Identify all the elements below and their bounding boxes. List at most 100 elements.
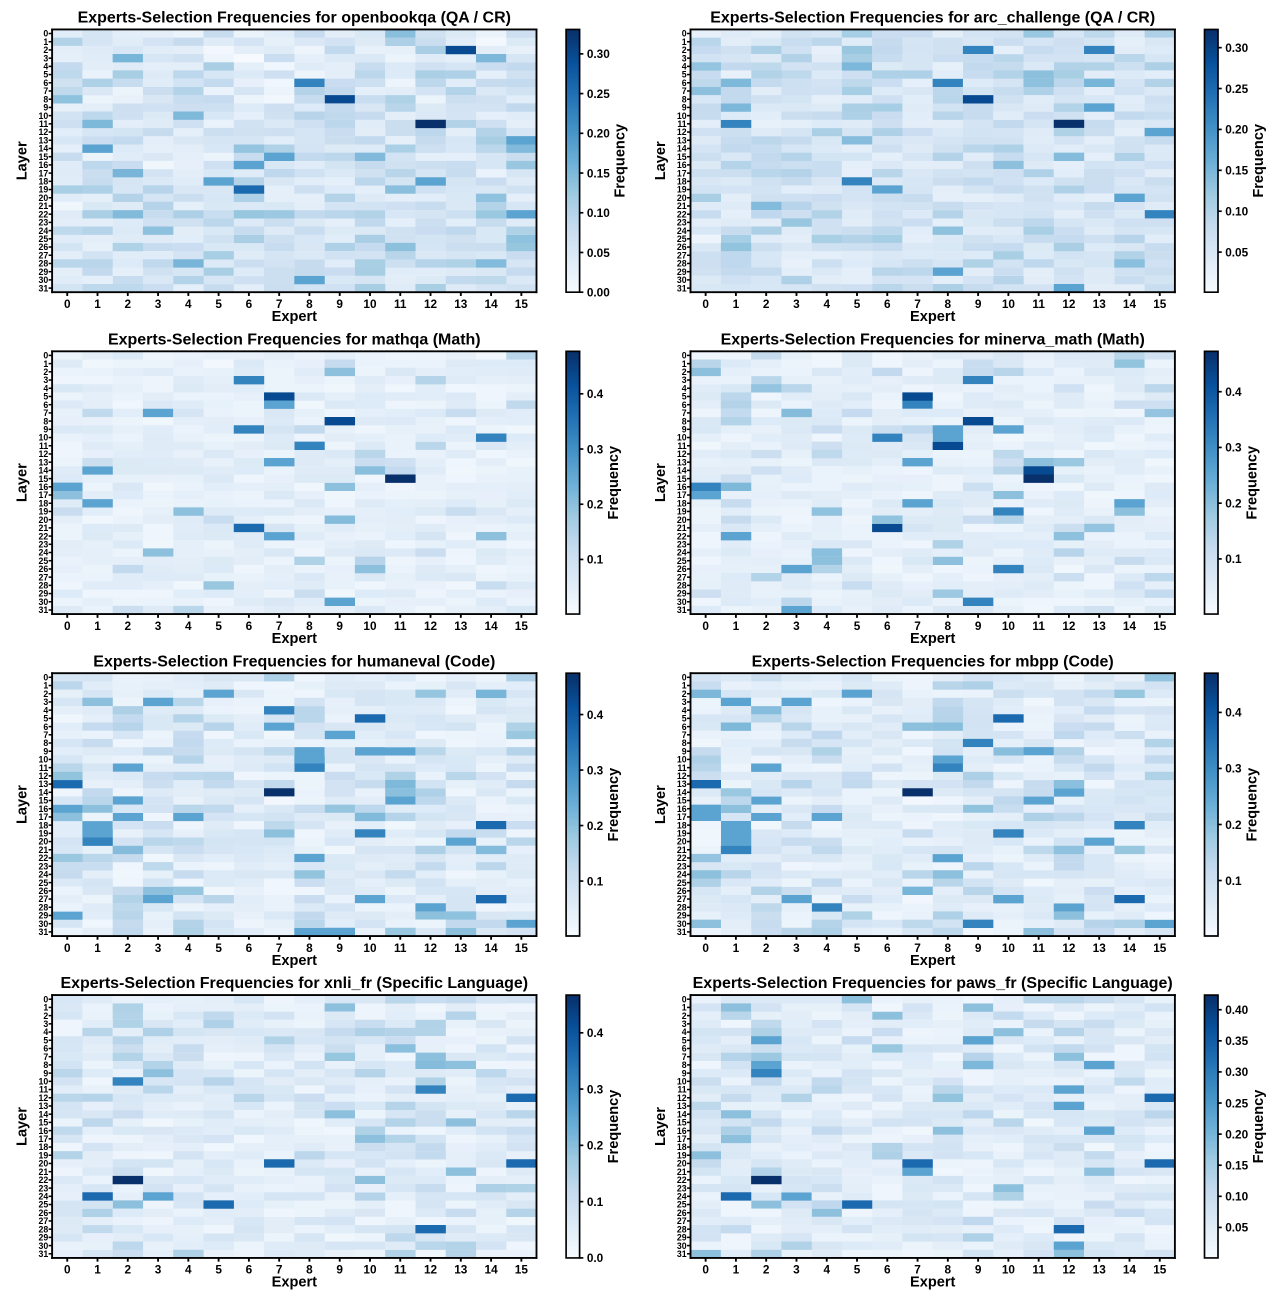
svg-text:0.2: 0.2 [587, 498, 604, 512]
svg-text:18: 18 [677, 1142, 687, 1152]
svg-text:1: 1 [733, 941, 740, 955]
svg-text:0.30: 0.30 [587, 47, 610, 61]
svg-text:1: 1 [682, 359, 687, 369]
svg-text:6: 6 [43, 78, 48, 88]
svg-text:7: 7 [276, 619, 283, 633]
svg-text:23: 23 [38, 218, 48, 228]
svg-text:Frequency: Frequency [1244, 445, 1260, 520]
svg-text:8: 8 [945, 941, 952, 955]
svg-text:6: 6 [884, 941, 891, 955]
svg-text:Frequency: Frequency [606, 1089, 622, 1164]
svg-text:22: 22 [677, 1175, 687, 1185]
svg-text:7: 7 [914, 297, 921, 311]
svg-text:0: 0 [64, 1263, 71, 1277]
svg-text:9: 9 [43, 424, 48, 434]
svg-text:10: 10 [1002, 619, 1016, 633]
svg-text:12: 12 [38, 127, 48, 137]
svg-text:1: 1 [733, 619, 740, 633]
svg-text:28: 28 [677, 259, 687, 269]
svg-text:16: 16 [38, 804, 48, 814]
svg-text:27: 27 [38, 572, 48, 582]
svg-text:7: 7 [682, 730, 687, 740]
svg-text:15: 15 [515, 1263, 529, 1277]
svg-text:18: 18 [38, 177, 48, 187]
svg-text:14: 14 [485, 619, 499, 633]
svg-text:10: 10 [1002, 1263, 1016, 1277]
svg-text:15: 15 [677, 796, 687, 806]
svg-text:8: 8 [43, 94, 48, 104]
svg-text:7: 7 [682, 1052, 687, 1062]
svg-text:12: 12 [38, 771, 48, 781]
svg-text:10: 10 [363, 941, 377, 955]
svg-text:8: 8 [306, 297, 313, 311]
svg-text:Expert: Expert [910, 631, 956, 647]
svg-text:11: 11 [677, 763, 686, 773]
svg-text:3: 3 [793, 297, 800, 311]
svg-text:6: 6 [43, 1044, 48, 1054]
svg-text:3: 3 [43, 697, 48, 707]
svg-text:6: 6 [682, 400, 687, 410]
svg-text:26: 26 [38, 564, 48, 574]
svg-text:27: 27 [677, 1216, 687, 1226]
svg-text:0.25: 0.25 [1225, 82, 1248, 96]
svg-text:6: 6 [246, 619, 253, 633]
svg-text:17: 17 [38, 812, 48, 822]
svg-text:1: 1 [682, 681, 687, 691]
svg-text:4: 4 [823, 619, 830, 633]
svg-text:10: 10 [677, 1077, 687, 1087]
svg-text:29: 29 [38, 267, 48, 277]
svg-text:4: 4 [43, 1027, 48, 1037]
svg-text:27: 27 [38, 894, 48, 904]
svg-text:25: 25 [38, 556, 48, 566]
svg-text:7: 7 [43, 408, 48, 418]
svg-text:0: 0 [64, 619, 71, 633]
svg-text:5: 5 [215, 1263, 222, 1277]
svg-text:20: 20 [38, 515, 48, 525]
svg-text:9: 9 [975, 941, 982, 955]
svg-text:2: 2 [763, 297, 770, 311]
svg-text:11: 11 [394, 1263, 407, 1277]
svg-text:11: 11 [677, 119, 686, 129]
svg-text:14: 14 [677, 1109, 687, 1119]
svg-text:6: 6 [682, 722, 687, 732]
svg-text:15: 15 [38, 1118, 48, 1128]
svg-text:15: 15 [38, 796, 48, 806]
svg-text:19: 19 [677, 1150, 687, 1160]
svg-text:31: 31 [38, 1249, 48, 1259]
svg-text:9: 9 [682, 103, 687, 113]
svg-text:9: 9 [43, 1068, 48, 1078]
svg-text:13: 13 [1093, 297, 1107, 311]
svg-text:16: 16 [677, 1126, 687, 1136]
svg-text:0.4: 0.4 [587, 1026, 604, 1040]
svg-text:9: 9 [975, 297, 982, 311]
svg-text:2: 2 [682, 367, 687, 377]
svg-text:7: 7 [276, 941, 283, 955]
svg-text:9: 9 [336, 619, 343, 633]
svg-text:15: 15 [38, 474, 48, 484]
svg-text:0.15: 0.15 [1225, 164, 1248, 178]
svg-text:9: 9 [336, 297, 343, 311]
svg-text:Expert: Expert [272, 309, 318, 325]
svg-text:26: 26 [677, 1208, 687, 1218]
svg-text:14: 14 [1123, 297, 1137, 311]
svg-text:Experts-Selection Frequencies: Experts-Selection Frequencies for openbo… [78, 9, 511, 26]
svg-text:17: 17 [677, 168, 687, 178]
svg-text:0: 0 [702, 297, 709, 311]
svg-text:0.20: 0.20 [1225, 1127, 1248, 1141]
svg-text:6: 6 [246, 941, 253, 955]
svg-text:5: 5 [43, 392, 48, 402]
svg-text:13: 13 [38, 1101, 48, 1111]
svg-text:Frequency: Frequency [606, 445, 622, 520]
svg-text:Frequency: Frequency [1244, 767, 1260, 842]
svg-text:19: 19 [38, 829, 48, 839]
svg-text:2: 2 [763, 941, 770, 955]
svg-text:15: 15 [515, 941, 529, 955]
svg-text:18: 18 [38, 820, 48, 830]
svg-text:8: 8 [945, 297, 952, 311]
svg-text:3: 3 [682, 697, 687, 707]
svg-text:15: 15 [38, 152, 48, 162]
svg-text:13: 13 [1093, 619, 1107, 633]
svg-text:22: 22 [677, 209, 687, 219]
svg-text:29: 29 [677, 911, 687, 921]
svg-text:3: 3 [793, 619, 800, 633]
